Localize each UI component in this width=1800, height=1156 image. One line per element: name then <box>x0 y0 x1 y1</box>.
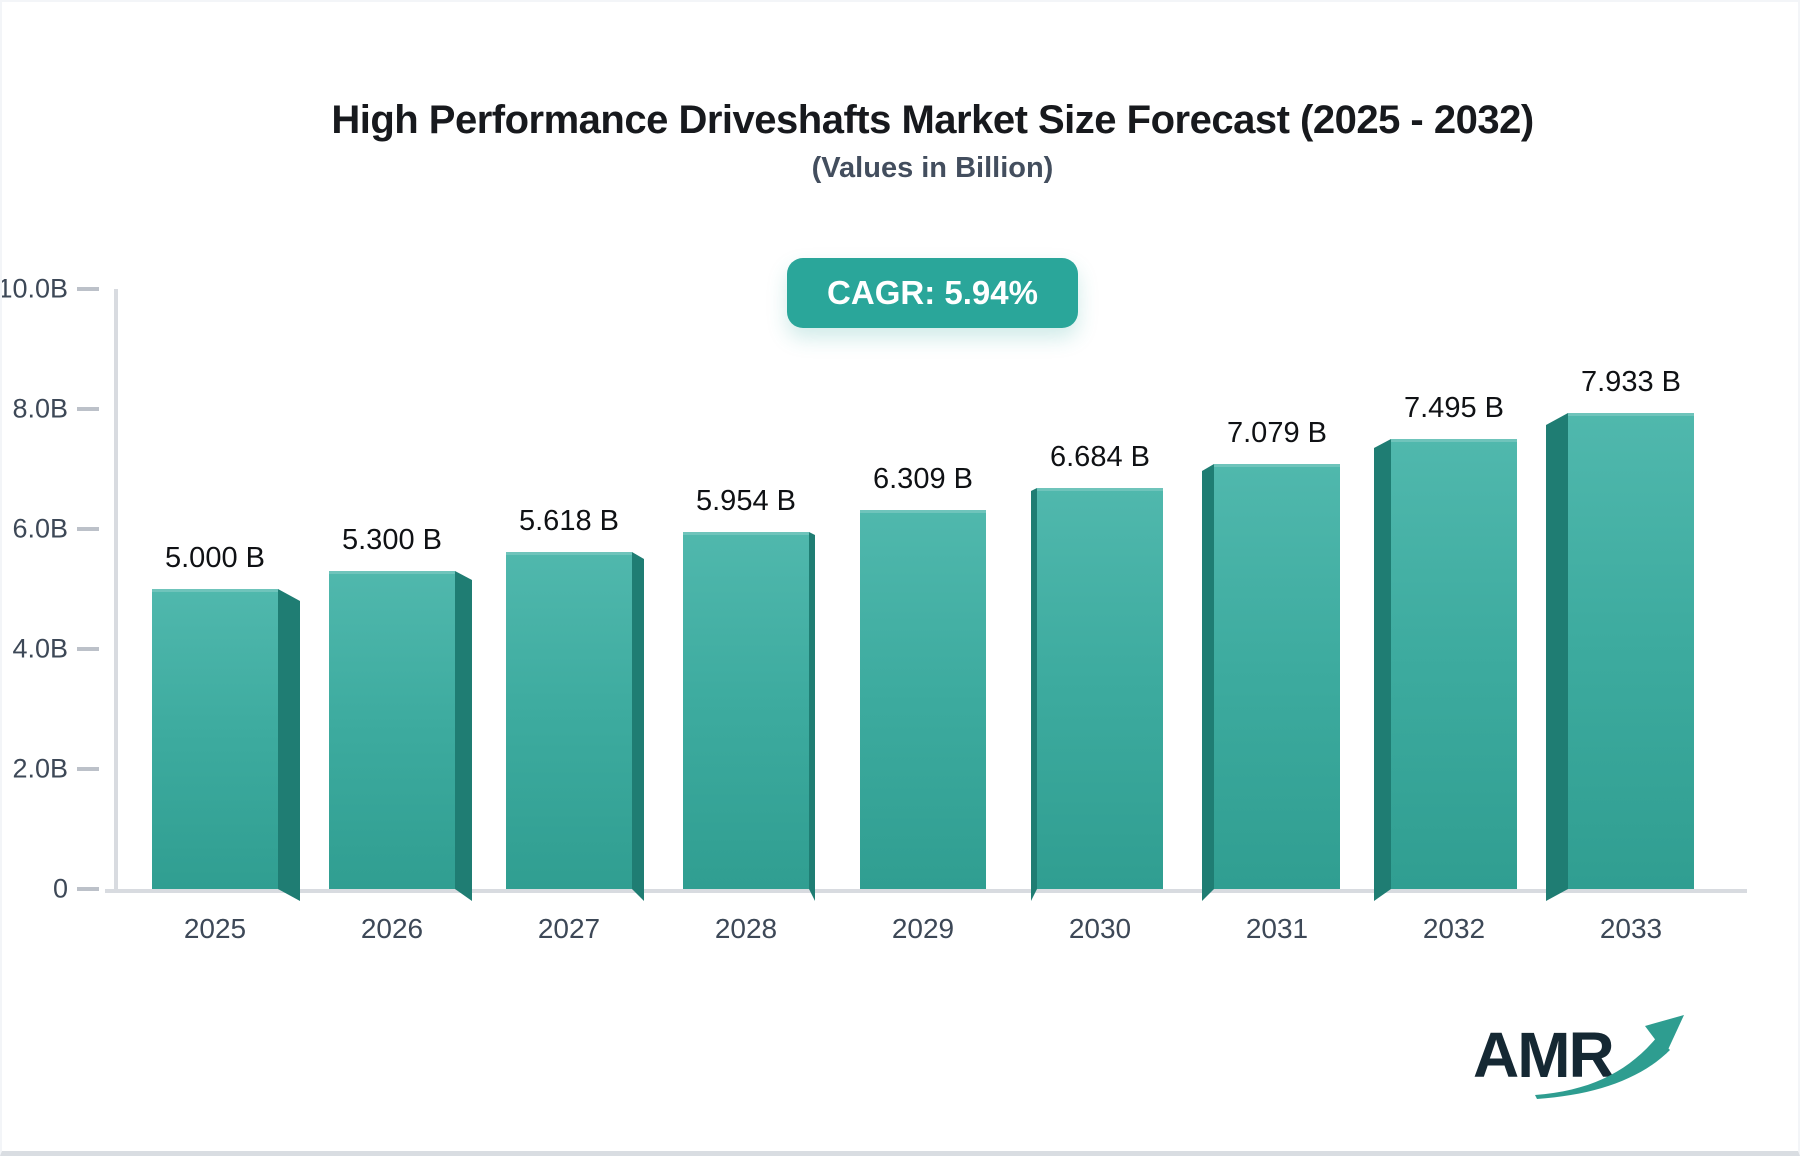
y-tick <box>77 287 99 291</box>
bar-2028 <box>683 532 809 889</box>
bar-group-2032: 7.495 B 2032 <box>1391 289 1517 944</box>
cagr-badge: CAGR: 5.94% <box>787 258 1078 328</box>
amr-logo: AMR <box>1473 1015 1684 1099</box>
bar-side-face <box>809 532 815 901</box>
bar-2030 <box>1037 488 1163 889</box>
bar-value-label: 7.495 B <box>1404 392 1504 424</box>
bar-2033 <box>1568 413 1694 889</box>
y-tick <box>77 527 99 531</box>
x-tick-label-2029: 2029 <box>891 913 955 944</box>
bar-group-2028: 5.954 B 2028 <box>683 289 809 944</box>
y-tick-label: 6.0B <box>12 513 68 544</box>
logo-text: AMR <box>1473 1019 1614 1091</box>
bar-value-label: 7.933 B <box>1581 366 1681 398</box>
bar-group-2027: 5.618 B 2027 <box>506 289 632 944</box>
bar-group-2033: 7.933 B 2033 <box>1568 289 1694 944</box>
y-tick <box>77 647 99 651</box>
bar-2032 <box>1391 439 1517 889</box>
y-tick-label: 4.0B <box>12 633 68 664</box>
bar-side-face <box>632 552 644 901</box>
bar-side-face <box>1031 488 1037 901</box>
logo-arrow-icon <box>1535 1015 1684 1099</box>
bar-2026 <box>329 571 455 889</box>
y-tick-label: 10.0B <box>0 273 68 304</box>
y-tick-label: 8.0B <box>12 393 68 424</box>
x-tick-label-2033: 2033 <box>1599 913 1663 944</box>
bar-2025 <box>152 589 278 889</box>
bar-side-face <box>1374 439 1391 901</box>
x-tick-label-2027: 2027 <box>537 913 601 944</box>
bar-value-label: 5.300 B <box>342 524 442 556</box>
bar-2027 <box>506 552 632 889</box>
bar-side-face <box>1546 413 1568 901</box>
x-tick-label-2025: 2025 <box>183 913 247 944</box>
bar-group-2026: 5.300 B 2026 <box>329 289 455 944</box>
bar-value-label: 6.309 B <box>873 463 973 495</box>
bar-side-face <box>455 571 472 901</box>
bar-side-face <box>1202 464 1214 901</box>
y-axis-line <box>114 289 118 889</box>
bar-value-label: 5.954 B <box>696 485 796 517</box>
x-tick-label-2032: 2032 <box>1422 913 1486 944</box>
chart-subtitle: (Values in Billion) <box>811 152 1054 184</box>
x-tick-label-2030: 2030 <box>1068 913 1132 944</box>
bar-group-2031: 7.079 B 2031 <box>1214 289 1340 944</box>
bar-value-label: 5.000 B <box>165 542 265 574</box>
bar-group-2029: 6.309 B 2029 <box>860 289 986 944</box>
badge-row: CAGR: 5.94% <box>118 258 1747 328</box>
page-title: High Performance Driveshafts Market Size… <box>331 98 1534 142</box>
bar-value-label: 6.684 B <box>1050 441 1150 473</box>
y-tick <box>77 407 99 411</box>
plot-area: 0 2.0B 4.0B 6.0B 8.0B 10.0B 5.000 B 2025 5.300 B… <box>2 274 1747 944</box>
y-tick-label: 2.0B <box>12 753 68 784</box>
bar-2029 <box>860 510 986 889</box>
y-tick-label: 0 <box>52 873 68 904</box>
bar-value-label: 5.618 B <box>519 505 619 537</box>
x-axis-line <box>105 889 1747 893</box>
bar-value-label: 7.079 B <box>1227 417 1327 449</box>
y-tick <box>77 887 99 891</box>
bar-group-2025: 5.000 B 2025 <box>152 289 278 944</box>
x-tick-label-2031: 2031 <box>1245 913 1309 944</box>
bar-side-face <box>278 589 300 901</box>
bar-group-2030: 6.684 B 2030 <box>1037 289 1163 944</box>
x-tick-label-2028: 2028 <box>714 913 778 944</box>
x-tick-label-2026: 2026 <box>360 913 424 944</box>
y-tick <box>77 767 99 771</box>
bar-2031 <box>1214 464 1340 889</box>
